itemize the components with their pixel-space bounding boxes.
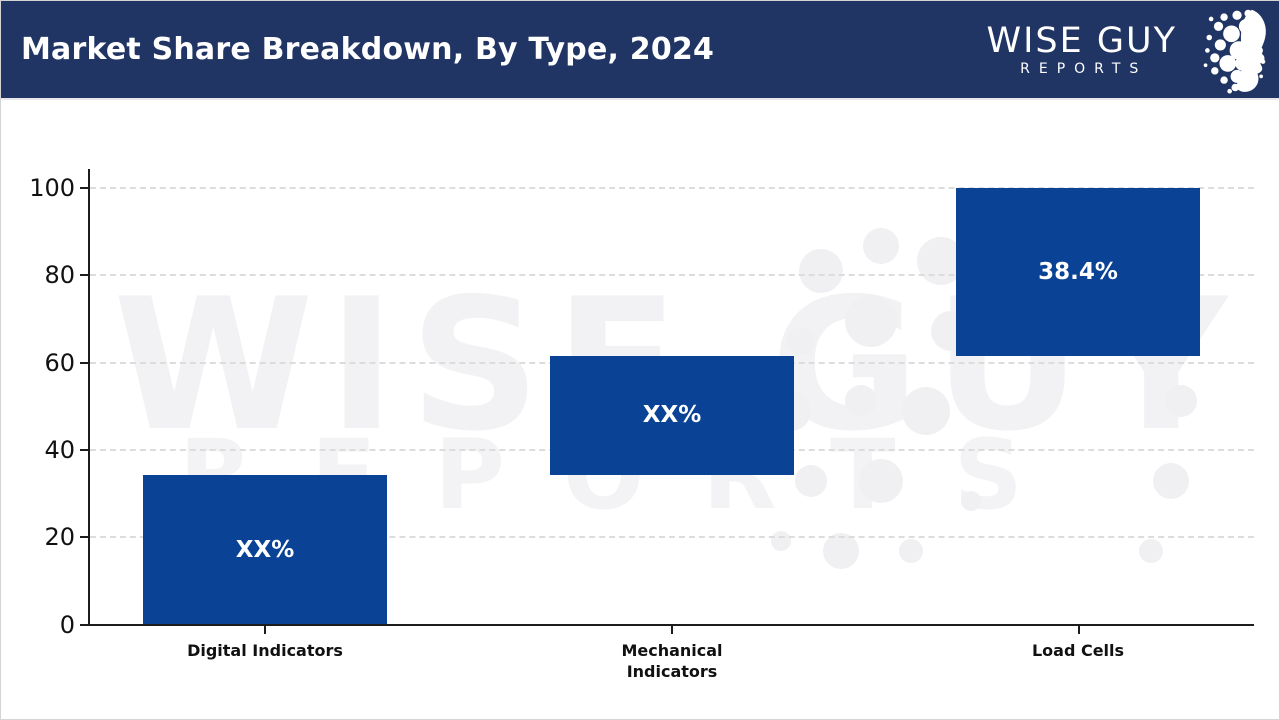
gridline [90, 274, 1254, 277]
x-tick-mark [671, 626, 673, 634]
y-tick-mark [80, 448, 88, 451]
bar-digital-indicators: XX% [143, 474, 387, 625]
y-tick-mark [80, 361, 88, 364]
x-label-mechanical-indicators: Mechanical Indicators [621, 641, 723, 681]
x-label-digital-indicators: Digital Indicators [187, 641, 343, 660]
y-tick-label: 0 [59, 610, 75, 639]
y-tick-label: 100 [29, 173, 75, 202]
y-tick-label: 60 [44, 348, 75, 377]
dotted-head-logo-icon [1203, 9, 1266, 94]
y-tick-label: 80 [44, 261, 75, 290]
bar-value-label: XX% [235, 536, 295, 563]
bar-value-label: XX% [642, 402, 702, 429]
bar-load-cells: 38.4% [956, 187, 1200, 356]
bar-mechanical-indicators: XX% [550, 355, 794, 475]
x-label-load-cells: Load Cells [1031, 641, 1125, 660]
y-tick-mark [80, 186, 88, 189]
x-axis-line [88, 624, 1254, 626]
y-tick-label: 40 [44, 435, 75, 464]
x-tick-mark [1078, 626, 1080, 634]
x-tick-mark [264, 626, 266, 634]
gridline [90, 536, 1254, 539]
header-band: Market Share Breakdown, By Type, 2024 WI… [1, 1, 1279, 100]
bar-value-label: 38.4% [1038, 258, 1118, 285]
y-tick-label: 20 [44, 523, 75, 552]
brand-name: WISE GUY [986, 20, 1177, 61]
y-tick-mark [80, 536, 88, 539]
chart-title: Market Share Breakdown, By Type, 2024 [21, 32, 715, 67]
brand-logo: WISE GUY REPORTS [986, 7, 1267, 94]
y-axis-line [88, 169, 90, 626]
plot-area: 100 80 60 40 20 0 XX% XX% 38.4% Digital … [1, 98, 1279, 719]
y-tick-mark [80, 623, 88, 626]
y-tick-mark [80, 274, 88, 277]
brand-logo-text: WISE GUY REPORTS [986, 20, 1177, 78]
gridline [90, 186, 1254, 189]
brand-subtitle: REPORTS [1020, 61, 1148, 78]
